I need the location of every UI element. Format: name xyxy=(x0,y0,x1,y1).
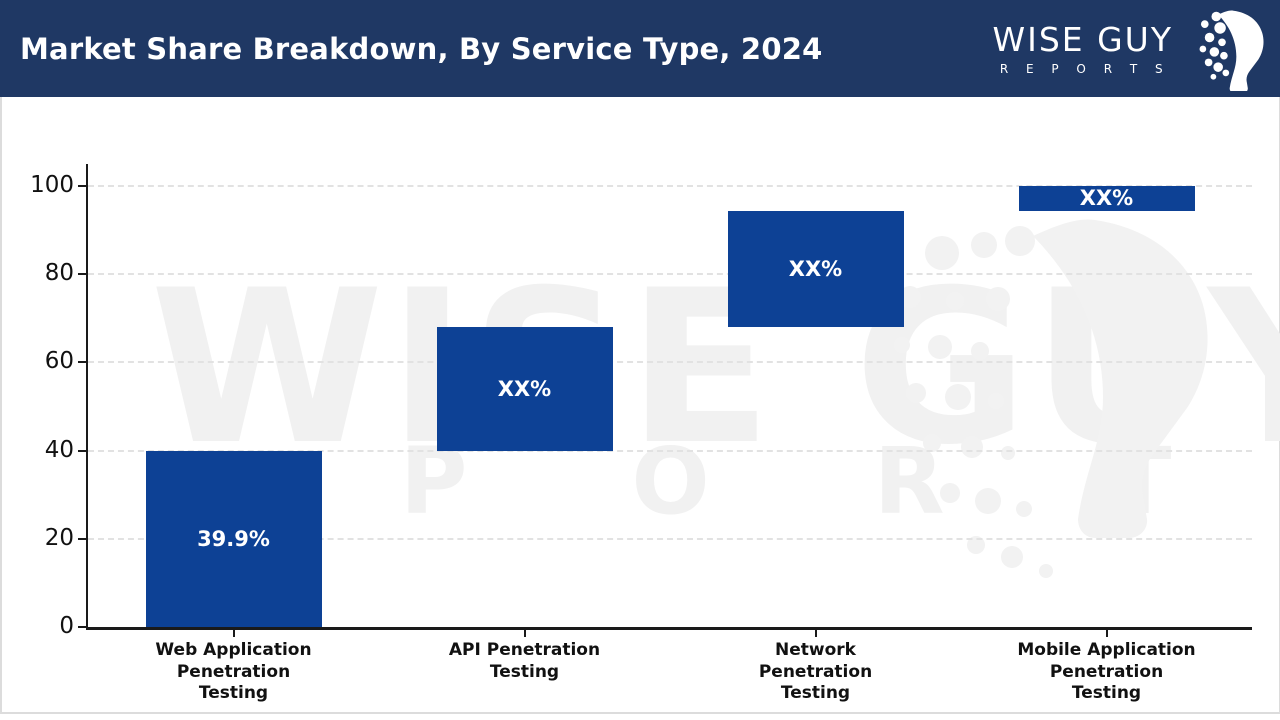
y-tick-label: 80 xyxy=(44,260,74,287)
x-tick xyxy=(232,627,235,637)
y-tick-label: 100 xyxy=(30,172,74,199)
bar-segment-2: XX% xyxy=(727,210,904,328)
gridline-y-20 xyxy=(88,537,1252,540)
y-tick xyxy=(78,537,88,540)
bar-segment-0: 39.9% xyxy=(145,451,322,627)
category-label: Web Application Penetration Testing xyxy=(155,640,312,704)
y-tick xyxy=(78,449,88,452)
x-axis-line xyxy=(86,627,1252,630)
page-title: Market Share Breakdown, By Service Type,… xyxy=(20,31,823,66)
x-tick xyxy=(1105,627,1108,637)
y-tick xyxy=(78,273,88,276)
brand-logo: WISE GUY R E P O R T S xyxy=(992,7,1266,91)
y-tick-label: 0 xyxy=(59,613,74,639)
y-tick-label: 20 xyxy=(44,524,74,551)
category-label: API Penetration Testing xyxy=(448,640,601,682)
x-tick xyxy=(523,627,526,637)
brand-wordmark: WISE GUY xyxy=(992,19,1173,59)
bar-value-label: XX% xyxy=(1079,186,1134,211)
gridline-y-80 xyxy=(88,273,1252,276)
y-tick xyxy=(78,361,88,364)
bar-value-label: XX% xyxy=(497,377,552,402)
category-label: Network Penetration Testing xyxy=(758,640,873,704)
y-tick-label: 40 xyxy=(44,436,74,463)
y-tick xyxy=(78,626,88,628)
gridline-y-60 xyxy=(88,361,1252,364)
header: Market Share Breakdown, By Service Type,… xyxy=(0,0,1280,97)
y-axis-line xyxy=(86,164,88,630)
bar-segment-3: XX% xyxy=(1018,186,1195,211)
bar-value-label: 39.9% xyxy=(197,527,270,552)
y-tick-label: 60 xyxy=(44,348,74,375)
gridline-y-40 xyxy=(88,449,1252,452)
watermark-face-icon xyxy=(894,219,1208,578)
y-tick xyxy=(78,185,88,188)
gridline-y-100 xyxy=(88,185,1252,188)
bar-segment-1: XX% xyxy=(436,327,613,452)
bar-value-label: XX% xyxy=(788,256,843,281)
brand-subtext: R E P O R T S xyxy=(999,61,1170,76)
category-label: Mobile Application Penetration Testing xyxy=(1017,640,1196,704)
brand-logo-text: WISE GUY R E P O R T S xyxy=(992,23,1173,75)
x-tick xyxy=(814,627,817,637)
face-profile-icon xyxy=(1199,10,1264,91)
